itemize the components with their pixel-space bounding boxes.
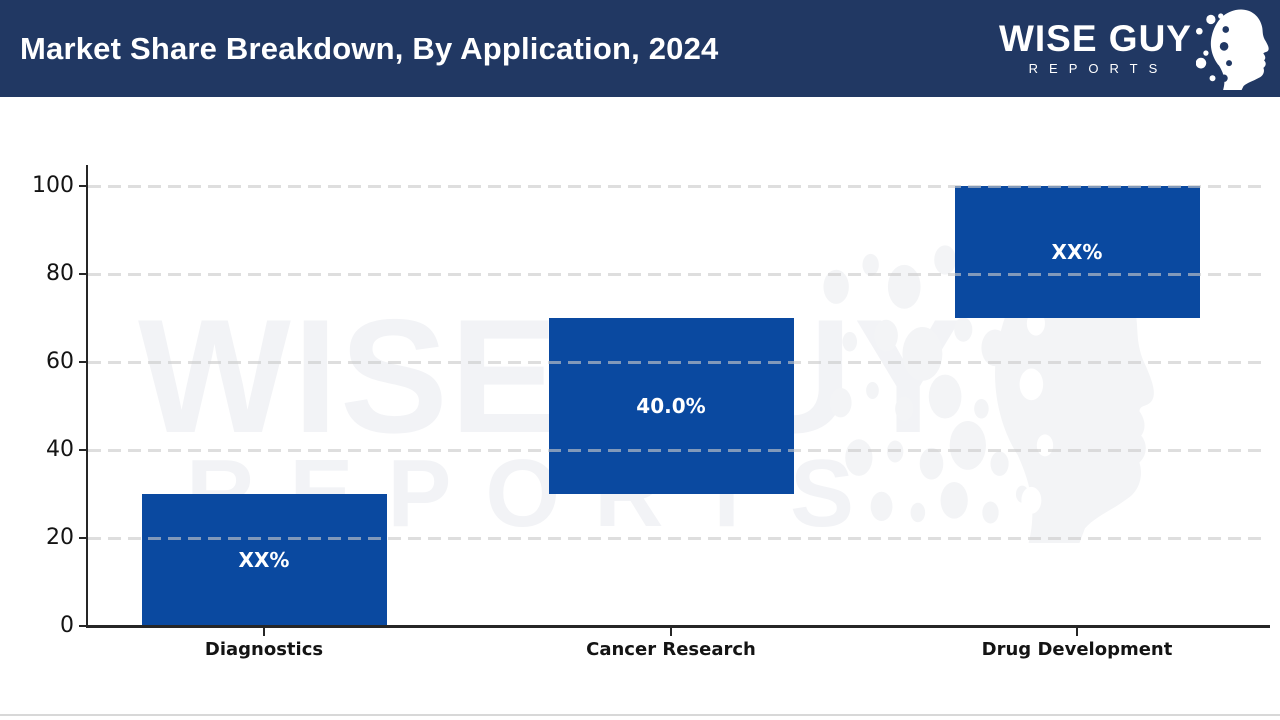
- y-tick-label-0: 0: [60, 613, 74, 638]
- x-category-label: Drug Development: [981, 639, 1173, 660]
- bar-drug-development: XX%: [954, 186, 1200, 318]
- y-tick-label-20: 20: [46, 525, 74, 550]
- y-tick-0: [79, 625, 87, 627]
- wiseguy-logo: WISE GUY REPORTS: [999, 6, 1272, 90]
- chart-title: Market Share Breakdown, By Application, …: [20, 30, 719, 66]
- bar-cancer-research: 40.0%: [548, 318, 794, 494]
- bottom-divider: [0, 714, 1280, 716]
- x-category-label: Cancer Research: [586, 639, 756, 660]
- bar-diagnostics: XX%: [141, 494, 387, 626]
- x-tick-2: [670, 628, 672, 636]
- header: Market Share Breakdown, By Application, …: [0, 0, 1280, 97]
- x-tick-3: [1076, 628, 1078, 636]
- gridline-20: [88, 537, 1264, 540]
- y-tick-20: [79, 537, 87, 539]
- bar-value-label: XX%: [238, 548, 290, 572]
- logo-subtext: REPORTS: [1028, 60, 1169, 76]
- y-axis-line: [86, 165, 88, 628]
- x-axis-line: [86, 625, 1270, 628]
- gridline-40: [88, 449, 1264, 452]
- y-tick-label-60: 60: [46, 349, 74, 374]
- watermark-face: [823, 245, 1154, 543]
- bar-value-label: XX%: [1051, 240, 1103, 264]
- y-tick-label-80: 80: [46, 261, 74, 286]
- y-tick-label-40: 40: [46, 437, 74, 462]
- y-tick-60: [79, 361, 87, 363]
- logo-text: WISE GUY REPORTS: [998, 18, 1192, 76]
- wiseguy-face-icon: [1196, 9, 1269, 90]
- y-tick-80: [79, 273, 87, 275]
- x-category-label: Diagnostics: [204, 639, 324, 660]
- gridline-100: [88, 185, 1264, 188]
- y-tick-40: [79, 449, 87, 451]
- gridline-60: [88, 361, 1264, 364]
- logo-wordmark: WISE GUY: [998, 18, 1192, 60]
- y-tick-100: [79, 185, 87, 187]
- x-tick-1: [263, 628, 265, 636]
- bar-value-label: 40.0%: [636, 394, 706, 418]
- gridline-80: [88, 273, 1264, 276]
- y-tick-label-100: 100: [32, 173, 74, 198]
